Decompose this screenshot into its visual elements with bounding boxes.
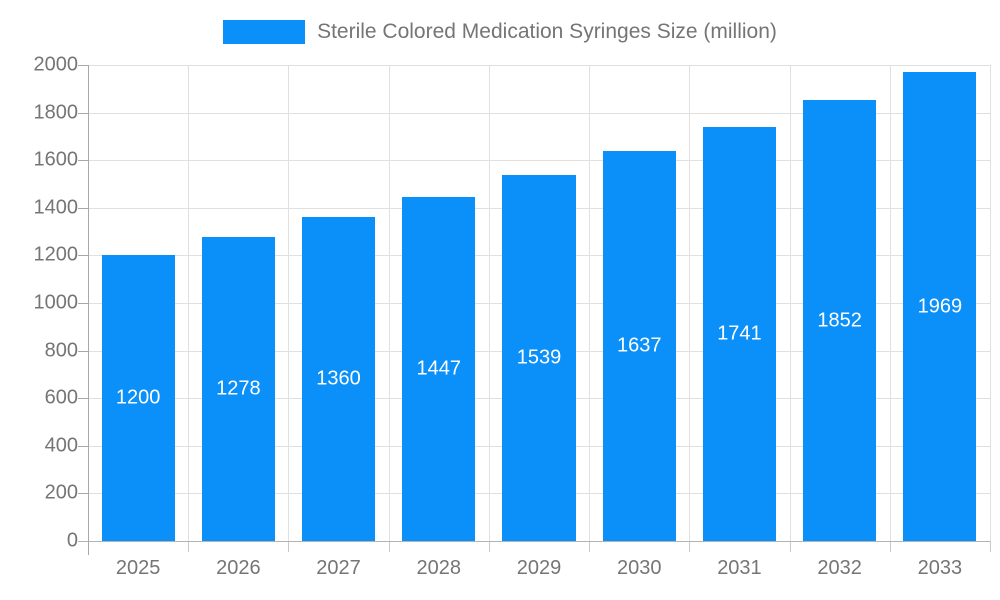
gridline-vertical bbox=[689, 65, 691, 541]
y-axis-tick-label: 200 bbox=[44, 481, 78, 504]
gridline-horizontal bbox=[88, 160, 990, 162]
y-axis-tick-label: 1200 bbox=[33, 243, 79, 266]
y-axis-tick bbox=[78, 493, 88, 495]
y-axis-tick-label: 2000 bbox=[33, 53, 79, 76]
bar-2028: 1447 bbox=[402, 196, 476, 541]
gridline-vertical bbox=[789, 65, 791, 541]
x-axis-tick-label: 2028 bbox=[416, 557, 462, 579]
gridline-vertical bbox=[488, 65, 490, 541]
y-axis-tick bbox=[78, 160, 88, 162]
gridline-vertical bbox=[288, 65, 290, 541]
y-axis-tick-label: 800 bbox=[44, 339, 78, 362]
x-axis-tick-label: 2033 bbox=[917, 557, 963, 579]
bar-2033: 1969 bbox=[903, 72, 977, 541]
gridline-vertical bbox=[990, 65, 991, 541]
y-axis-tick-label: 1000 bbox=[33, 291, 79, 314]
bar-value-label: 1447 bbox=[416, 357, 462, 380]
x-axis-tick bbox=[889, 541, 891, 552]
gridline-horizontal bbox=[88, 65, 990, 66]
x-axis-tick-label: 2026 bbox=[216, 557, 261, 579]
bar-value-label: 1539 bbox=[516, 346, 562, 369]
bar-2032: 1852 bbox=[803, 100, 877, 541]
x-axis-tick-label: 2027 bbox=[316, 557, 361, 579]
bar-2025: 1200 bbox=[101, 255, 175, 541]
bar-value-label: 1200 bbox=[115, 386, 161, 409]
x-axis-tick-label: 2030 bbox=[616, 557, 662, 579]
y-axis-tick-label: 1600 bbox=[33, 148, 79, 171]
bar-2029: 1539 bbox=[502, 174, 576, 541]
bar-value-label: 1969 bbox=[917, 295, 963, 318]
y-axis-tick bbox=[78, 303, 88, 304]
bar-value-label: 1741 bbox=[717, 322, 762, 345]
legend-label: Sterile Colored Medication Syringes Size… bbox=[317, 20, 777, 43]
x-axis-tick bbox=[388, 541, 390, 552]
gridline-vertical bbox=[388, 65, 390, 541]
gridline-vertical bbox=[589, 65, 591, 541]
x-axis-tick bbox=[789, 541, 791, 552]
gridline-vertical bbox=[188, 65, 190, 541]
y-axis-tick-label: 1400 bbox=[33, 196, 79, 219]
gridline-horizontal bbox=[88, 112, 990, 114]
legend-swatch bbox=[223, 20, 306, 44]
y-axis-tick-label: 400 bbox=[44, 434, 78, 457]
bar-2030: 1637 bbox=[602, 151, 676, 541]
y-axis-tick-label: 0 bbox=[66, 529, 78, 552]
y-axis-tick bbox=[78, 207, 88, 209]
x-axis-tick bbox=[589, 541, 591, 552]
legend-item[interactable]: Sterile Colored Medication Syringes Size… bbox=[0, 20, 1000, 44]
y-axis-line bbox=[88, 65, 89, 555]
x-axis-tick-label: 2032 bbox=[817, 557, 862, 579]
y-axis-tick-label: 600 bbox=[44, 386, 78, 409]
gridline-vertical bbox=[889, 65, 891, 541]
bar-value-label: 1852 bbox=[817, 309, 862, 332]
y-axis-tick bbox=[78, 65, 88, 66]
y-axis-tick bbox=[78, 255, 88, 257]
bar-2027: 1360 bbox=[301, 217, 376, 541]
x-axis-tick bbox=[488, 541, 490, 552]
bar-value-label: 1637 bbox=[616, 334, 662, 357]
bar-value-label: 1360 bbox=[316, 367, 361, 390]
x-axis-tick bbox=[188, 541, 190, 552]
x-axis-line bbox=[78, 541, 990, 542]
x-axis-tick-label: 2029 bbox=[516, 557, 562, 579]
y-axis-tick-label: 1800 bbox=[33, 101, 79, 124]
x-axis-tick-label: 2031 bbox=[717, 557, 762, 579]
y-axis-tick bbox=[78, 445, 88, 447]
y-axis-tick bbox=[78, 350, 88, 352]
bar-2026: 1278 bbox=[201, 236, 275, 541]
x-axis-tick-label: 2025 bbox=[115, 557, 161, 579]
plot-area: 1200 1278 1360 1447 1539 1637 1741 1852 1969 bbox=[78, 65, 991, 555]
y-axis-tick bbox=[78, 112, 88, 114]
bar-value-label: 1278 bbox=[216, 377, 261, 400]
x-axis-tick bbox=[288, 541, 290, 552]
x-axis-tick bbox=[990, 541, 991, 552]
bar-2031: 1741 bbox=[702, 126, 777, 541]
x-axis-tick bbox=[689, 541, 691, 552]
y-axis-tick bbox=[78, 398, 88, 400]
